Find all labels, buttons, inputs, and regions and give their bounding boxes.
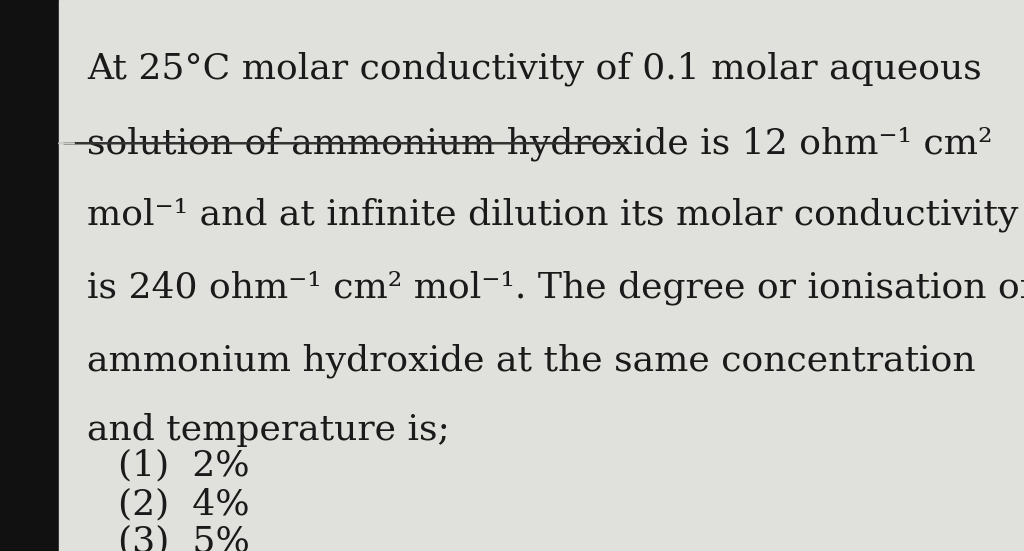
Text: (3)  5%: (3) 5% (118, 524, 250, 551)
Text: (2)  4%: (2) 4% (118, 487, 250, 521)
Text: ammonium hydroxide at the same concentration: ammonium hydroxide at the same concentra… (87, 344, 976, 378)
Bar (0, 0, 59, 551)
Text: At 25°C molar conductivity of 0.1 molar aqueous: At 25°C molar conductivity of 0.1 molar … (87, 52, 982, 86)
Text: is 240 ohm⁻¹ cm² mol⁻¹. The degree or ionisation of: is 240 ohm⁻¹ cm² mol⁻¹. The degree or io… (87, 271, 1024, 305)
Text: and temperature is;: and temperature is; (87, 413, 450, 447)
Text: solution of ammonium hydroxide is 12 ohm⁻¹ cm²: solution of ammonium hydroxide is 12 ohm… (87, 126, 992, 160)
Text: (1)  2%: (1) 2% (118, 449, 250, 483)
Text: mol⁻¹ and at infinite dilution its molar conductivity: mol⁻¹ and at infinite dilution its molar… (87, 198, 1019, 232)
